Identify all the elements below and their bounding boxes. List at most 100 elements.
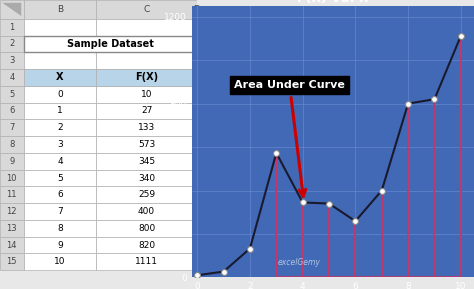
Bar [24,203,96,220]
Bar [96,103,197,119]
Polygon shape [2,3,21,16]
Text: 10: 10 [7,173,17,183]
Bar [24,153,96,170]
Bar [0,220,24,237]
Text: 9: 9 [57,240,63,250]
Point [378,188,385,193]
Bar [0,253,24,270]
Text: 5: 5 [57,173,63,183]
Text: 15: 15 [7,257,17,266]
Text: 12: 12 [7,207,17,216]
Text: 8: 8 [9,140,15,149]
Text: 800: 800 [138,224,155,233]
Text: excelGemy: excelGemy [278,257,320,266]
Bar [24,119,96,136]
Bar [96,0,197,19]
Bar [96,36,197,52]
Text: 4: 4 [9,73,14,82]
Point [457,34,465,38]
Bar [24,220,96,237]
Bar [0,170,24,186]
Point [352,219,359,223]
Text: D: D [193,5,200,14]
Bar [96,153,197,170]
Text: 1: 1 [57,106,63,116]
Bar [0,0,24,19]
Bar [96,136,197,153]
Bar [0,36,24,52]
Bar [24,136,96,153]
Bar [0,69,24,86]
Text: 133: 133 [138,123,155,132]
Point [404,101,412,106]
Bar [24,69,96,86]
Bar [96,203,197,220]
Text: 1: 1 [9,23,14,32]
Bar [96,19,197,36]
Bar [0,153,24,170]
Point [299,200,307,205]
Text: 7: 7 [9,123,15,132]
Bar [0,103,24,119]
Bar [96,220,197,237]
Bar [24,19,96,36]
Text: 0: 0 [57,90,63,99]
Text: 573: 573 [138,140,155,149]
Bar [0,203,24,220]
Bar [0,237,24,253]
Bar [24,186,96,203]
Text: Sample Dataset: Sample Dataset [67,39,154,49]
Text: 6: 6 [57,190,63,199]
Text: B: B [57,5,63,14]
Bar [96,86,197,103]
Text: 5: 5 [9,90,14,99]
Text: Area Under Curve: Area Under Curve [234,80,345,196]
Bar [96,237,197,253]
Bar [0,52,24,69]
Text: 14: 14 [7,240,17,250]
Text: 9: 9 [9,157,14,166]
Bar [24,52,96,69]
Text: 820: 820 [138,240,155,250]
Bar [24,237,96,253]
Point [193,273,201,277]
Text: 340: 340 [138,173,155,183]
Text: 1111: 1111 [135,257,158,266]
Text: 8: 8 [57,224,63,233]
Text: 10: 10 [54,257,66,266]
Bar [96,119,197,136]
Text: 27: 27 [141,106,152,116]
Text: 2: 2 [57,123,63,132]
Text: C: C [144,5,150,14]
Bar [0,136,24,153]
Text: 4: 4 [57,157,63,166]
Bar [96,253,197,270]
Bar [0,119,24,136]
Text: F(X): F(X) [135,73,158,82]
Text: X: X [56,73,64,82]
Text: 2: 2 [9,39,14,49]
Text: 345: 345 [138,157,155,166]
Text: 259: 259 [138,190,155,199]
Text: 3: 3 [9,56,15,65]
Text: 400: 400 [138,207,155,216]
Bar [96,186,197,203]
Bar [24,36,197,52]
Point [431,97,438,101]
Bar [96,52,197,69]
Point [273,151,280,155]
Bar [0,19,24,36]
Point [220,269,228,274]
Bar [24,69,96,86]
Bar [96,69,197,86]
Bar [0,186,24,203]
Bar [24,0,96,19]
Bar [24,36,96,52]
Bar [24,253,96,270]
Bar [96,170,197,186]
Text: 3: 3 [57,140,63,149]
Text: 7: 7 [57,207,63,216]
Text: 10: 10 [141,90,152,99]
Text: 11: 11 [7,190,17,199]
Title: F(X) VS. X: F(X) VS. X [297,0,369,5]
